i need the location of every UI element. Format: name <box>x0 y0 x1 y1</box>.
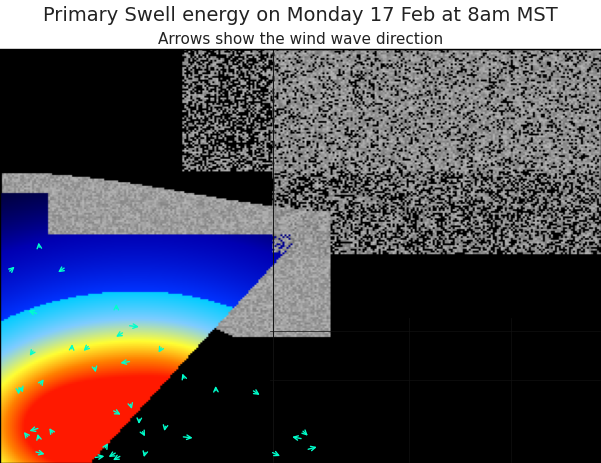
Text: Arrows show the wind wave direction: Arrows show the wind wave direction <box>158 31 443 46</box>
Text: Primary Swell energy on Monday 17 Feb at 8am MST: Primary Swell energy on Monday 17 Feb at… <box>43 6 558 25</box>
